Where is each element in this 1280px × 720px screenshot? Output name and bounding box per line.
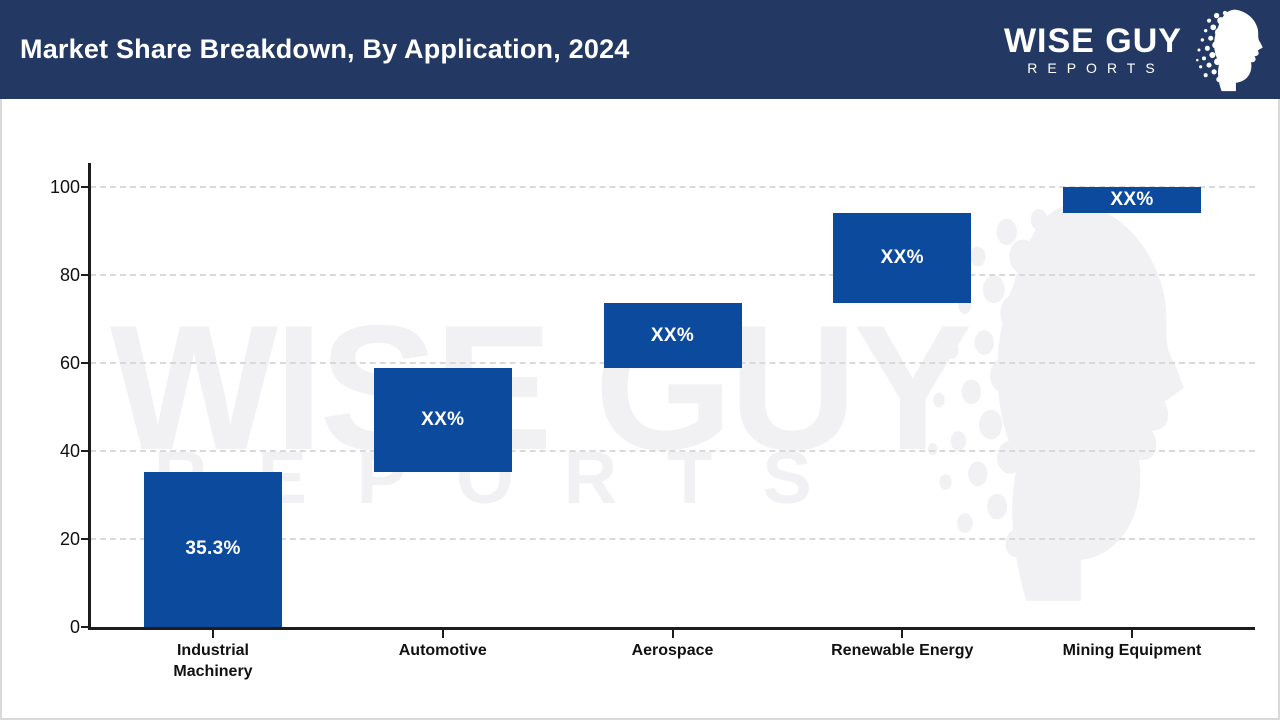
y-axis-tick-label: 40 (59, 441, 80, 461)
x-tick-mark (212, 629, 214, 638)
x-axis-category-label: Mining Equipment (1062, 642, 1202, 659)
y-axis-tick-label: 20 (59, 529, 80, 549)
bar-value-label: XX% (1110, 188, 1154, 210)
axes-layer: 0 20 40 60 80 100 Industrial Machinery Automoti… (2, 99, 1278, 718)
x-axis-category-label: Aerospace (631, 642, 714, 659)
x-tick-mark (441, 629, 444, 638)
logo-subtitle: REPORTS (1027, 60, 1165, 76)
header-bar: Market Share Breakdown, By Application, … (0, 0, 1280, 99)
x-tick-mark (671, 629, 674, 638)
gridline (90, 274, 1255, 276)
y-axis-tick-label: 0 (69, 617, 80, 637)
gridline (90, 186, 1255, 188)
y-tick-mark (81, 274, 90, 276)
x-axis-category-label: Industrial Machinery (173, 642, 253, 680)
wise-guy-logo: WISE GUY REPORTS (1004, 8, 1266, 92)
watermark-wordmark: WISE GUY (110, 288, 972, 487)
gridline (90, 450, 1255, 452)
watermark-layer: WISE GUY REPORTS (2, 99, 1280, 720)
logo-head-icon (1184, 8, 1266, 92)
bar-value-label: XX% (880, 246, 924, 268)
y-axis-tick-label: 80 (59, 265, 80, 285)
logo-wordmark: WISE GUY (1003, 22, 1182, 60)
waterfall-bar-2: XX% (603, 303, 742, 369)
waterfall-bar-1: XX% (373, 368, 512, 472)
x-tick-mark (1131, 629, 1133, 638)
waterfall-bar-4: XX% (1063, 187, 1201, 213)
y-tick-mark (81, 362, 90, 364)
bar-value-label: XX% (650, 324, 695, 346)
x-axis-line (88, 627, 1255, 630)
y-axis-tick-label: 100 (49, 177, 80, 197)
x-axis-category-label: Renewable Energy (831, 642, 974, 659)
y-tick-mark (81, 450, 90, 452)
y-tick-mark (81, 186, 90, 188)
bar-value-label: XX% (421, 408, 465, 430)
bar-value-label: 35.3% (185, 538, 241, 560)
gridline (90, 538, 1255, 540)
y-axis-tick-label: 60 (59, 353, 80, 373)
bars-layer: 35.3% XX% XX% XX% XX% (2, 99, 1278, 718)
y-tick-mark (81, 538, 90, 540)
x-axis-category-label: Automotive (398, 642, 487, 659)
y-axis-line (88, 163, 91, 629)
page-title: Market Share Breakdown, By Application, … (20, 34, 630, 64)
waterfall-bar-3: XX% (833, 212, 972, 304)
y-tick-mark (81, 626, 90, 628)
waterfall-bar-0: 35.3% (144, 471, 282, 627)
chart-canvas: WISE GUY REPORTS 35.3% XX% XX% XX% XX% 0 20 40… (0, 99, 1280, 720)
x-tick-mark (901, 629, 904, 638)
